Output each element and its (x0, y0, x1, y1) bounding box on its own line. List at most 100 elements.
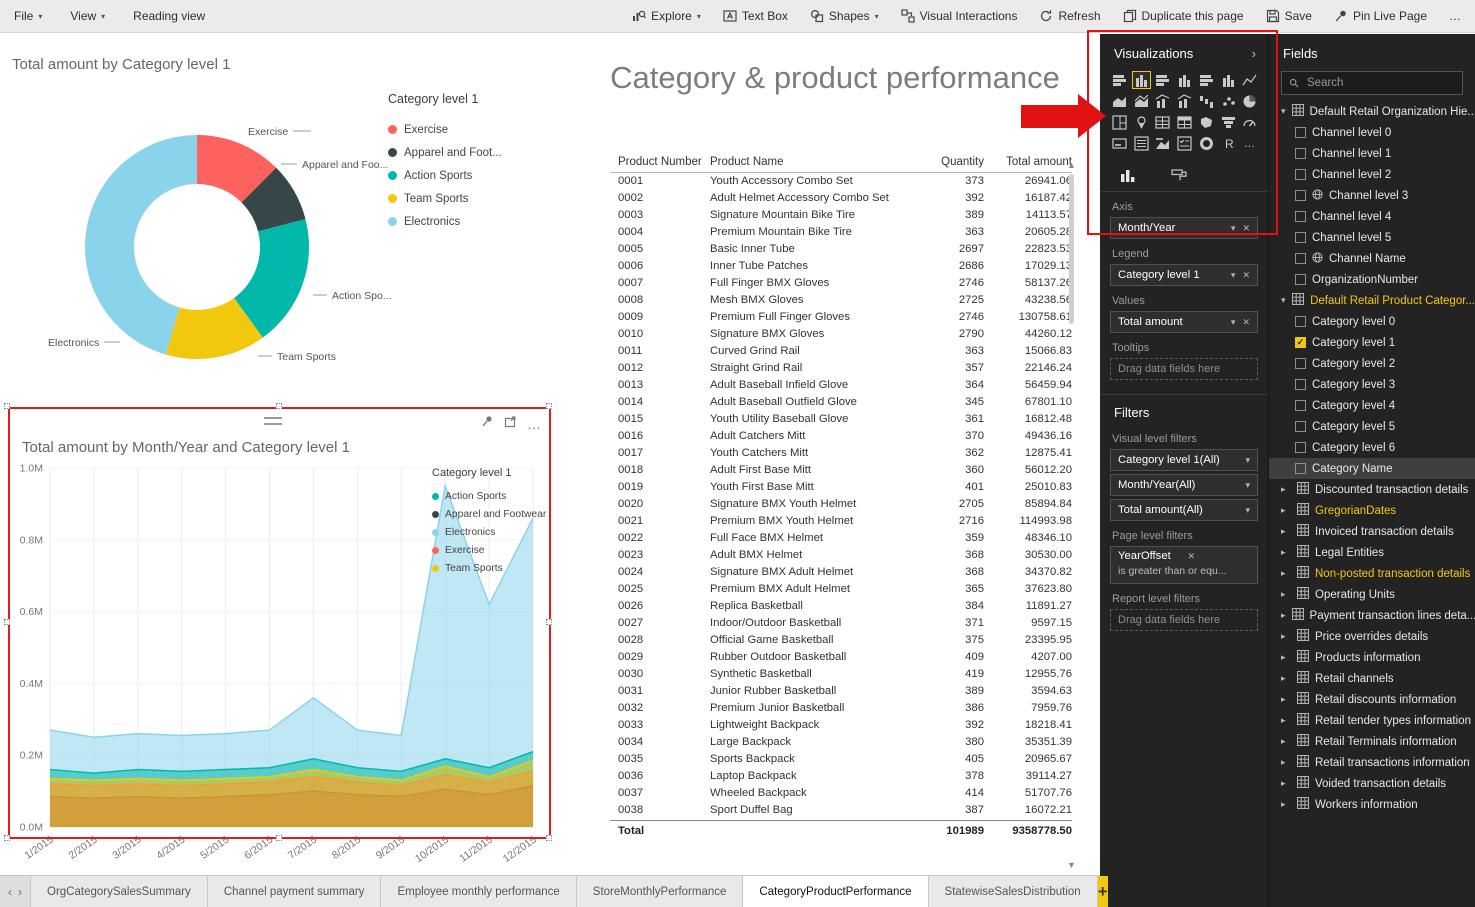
stacked-area-chart-icon[interactable] (1132, 92, 1151, 110)
r-script-chart-icon[interactable]: R (1219, 134, 1238, 152)
legend-item[interactable]: Action Sports (432, 487, 550, 505)
pin-visual-icon[interactable] (481, 415, 494, 433)
field-checkbox[interactable] (1295, 379, 1306, 390)
legend-item[interactable]: Action Sports (388, 164, 558, 187)
empty-filter-well[interactable]: Drag data fields here (1110, 609, 1258, 631)
fields-search[interactable] (1281, 71, 1463, 95)
toolbar-explore[interactable]: Explore ▾ (632, 9, 701, 23)
toolbar-duplicate-this-page[interactable]: Duplicate this page (1123, 9, 1244, 23)
chevron-collapsed-icon[interactable]: ▸ (1281, 589, 1286, 599)
field-checkbox[interactable] (1295, 127, 1306, 138)
chevron-collapsed-icon[interactable]: ▸ (1281, 715, 1286, 725)
toolbar-refresh[interactable]: Refresh (1039, 9, 1101, 23)
table-row[interactable]: 0023 Adult BMX Helmet 368 30530.00 (618, 549, 1072, 561)
fields-table-row[interactable]: ▸ Products information (1281, 650, 1421, 664)
table-visual[interactable]: Product Number Product Name Quantity Total … (610, 156, 1072, 840)
field-checkbox[interactable] (1295, 190, 1306, 201)
chevron-collapsed-icon[interactable]: ▸ (1281, 526, 1286, 536)
resize-handle[interactable] (276, 403, 282, 409)
chevron-collapsed-icon[interactable]: ▸ (1281, 694, 1286, 704)
fields-table-row[interactable]: ▸ Workers information (1281, 797, 1418, 811)
collapse-pane-icon[interactable]: › (1251, 46, 1256, 61)
legend-item[interactable]: Apparel and Footwear (432, 505, 550, 523)
field-checkbox[interactable] (1295, 232, 1306, 243)
chevron-collapsed-icon[interactable]: ▸ (1281, 610, 1286, 620)
empty-well[interactable]: Drag data fields here (1110, 358, 1258, 380)
chevron-collapsed-icon[interactable]: ▸ (1281, 631, 1286, 641)
page-tab[interactable]: OrgCategorySalesSummary (30, 876, 208, 907)
scatter-chart-icon[interactable] (1219, 92, 1238, 110)
visual-options-icon[interactable]: … (527, 416, 541, 432)
resize-handle[interactable] (4, 619, 10, 625)
legend-item[interactable]: Exercise (388, 118, 558, 141)
100-stacked-column-chart-icon[interactable] (1219, 71, 1238, 89)
prev-page-icon[interactable]: ‹ (8, 884, 12, 899)
fields-field-row[interactable]: Category level 5 (1269, 416, 1475, 437)
line-chart-icon[interactable] (1240, 71, 1259, 89)
chevron-collapsed-icon[interactable]: ▸ (1281, 673, 1286, 683)
table-row[interactable]: 0038 Sport Duffel Bag 387 16072.21 (618, 804, 1072, 816)
field-checkbox[interactable] (1295, 211, 1306, 222)
chevron-down-icon[interactable]: ▾ (1230, 269, 1236, 280)
table-row[interactable]: 0019 Youth First Base Mitt 401 25010.83 (618, 481, 1072, 493)
table-row[interactable]: 0002 Adult Helmet Accessory Combo Set 392 1… (618, 192, 1072, 204)
format-mode-icon[interactable] (1171, 168, 1188, 183)
treemap-chart-icon[interactable] (1110, 113, 1129, 131)
chevron-down-icon[interactable]: ▾ (1245, 454, 1250, 465)
chevron-collapsed-icon[interactable]: ▸ (1281, 547, 1286, 557)
stacked-bar-chart-icon[interactable] (1110, 71, 1129, 89)
resize-handle[interactable] (4, 835, 10, 841)
chevron-down-icon[interactable]: ▾ (1230, 222, 1236, 233)
toolbar-pin-live-page[interactable]: Pin Live Page (1334, 9, 1427, 23)
slicer-chart-icon[interactable] (1175, 134, 1194, 152)
resize-handle[interactable] (546, 835, 552, 841)
funnel-chart-icon[interactable] (1219, 113, 1238, 131)
fields-table-row[interactable]: ▸ Retail Terminals information (1281, 734, 1457, 748)
chevron-down-icon[interactable]: ▾ (1245, 504, 1250, 515)
toolbar-save[interactable]: Save (1266, 9, 1312, 23)
legend-item[interactable]: Exercise (432, 541, 550, 559)
column-header[interactable]: Quantity (941, 156, 984, 168)
map-chart-icon[interactable] (1132, 113, 1151, 131)
field-checkbox[interactable] (1295, 358, 1306, 369)
table-row[interactable]: 0004 Premium Mountain Bike Tire 363 20605.2… (618, 226, 1072, 238)
fields-field-row[interactable]: OrganizationNumber (1269, 269, 1475, 290)
scroll-up-icon[interactable]: ▲ (1067, 160, 1076, 170)
fields-field-row[interactable]: Channel level 3 (1269, 185, 1475, 206)
table-row[interactable]: 0025 Premium BMX Adult Helmet 365 37623.80 (618, 583, 1072, 595)
scroll-down-icon[interactable]: ▼ (1067, 860, 1076, 870)
legend-item[interactable]: Team Sports (388, 187, 558, 210)
field-checkbox[interactable] (1295, 253, 1306, 264)
donut-slice[interactable] (84, 135, 197, 355)
table-row[interactable]: 0022 Full Face BMX Helmet 359 48346.10 (618, 532, 1072, 544)
fields-table-row[interactable]: ▸ Legal Entities (1281, 545, 1385, 559)
drag-handle-icon[interactable] (264, 417, 282, 425)
multi-row-card-chart-icon[interactable] (1132, 134, 1151, 152)
fields-table-row[interactable]: ▸ Voided transaction details (1281, 776, 1447, 790)
fields-table-row[interactable]: ▸ Retail tender types information (1281, 713, 1471, 727)
legend-item[interactable]: Electronics (388, 210, 558, 233)
waterfall-chart-icon[interactable] (1197, 92, 1216, 110)
field-checkbox[interactable] (1295, 421, 1306, 432)
field-checkbox[interactable] (1295, 169, 1306, 180)
focus-mode-icon[interactable] (504, 415, 517, 433)
filled-map-chart-icon[interactable] (1197, 113, 1216, 131)
chevron-expanded-icon[interactable]: ▾ (1281, 106, 1286, 116)
toolbar-text-box[interactable]: Text Box (723, 9, 788, 23)
page-tab[interactable]: CategoryProductPerformance (743, 876, 929, 907)
fields-field-row[interactable]: Channel level 2 (1269, 164, 1475, 185)
fields-field-row[interactable]: Channel level 1 (1269, 143, 1475, 164)
fields-field-row[interactable]: Category level 4 (1269, 395, 1475, 416)
table-row[interactable]: 0021 Premium BMX Youth Helmet 2716 114993.9… (618, 515, 1072, 527)
toolbar-reading-view[interactable]: Reading view (133, 9, 206, 23)
table-row[interactable]: 0018 Adult First Base Mitt 360 56012.20 (618, 464, 1072, 476)
fields-field-row[interactable]: Category Name (1269, 458, 1475, 479)
field-checkbox[interactable] (1295, 316, 1306, 327)
area-chart[interactable]: 0.0M 0.2M 0.4M 0.6M 0.8M 1.0M 1/2015 2/2015 3/20… (8, 459, 551, 877)
line-stacked-column-chart-icon[interactable] (1175, 92, 1194, 110)
legend-item[interactable]: Team Sports (432, 559, 550, 577)
table-row[interactable]: 0028 Official Game Basketball 375 23395.95 (618, 634, 1072, 646)
table-row[interactable]: 0037 Wheeled Backpack 414 51707.76 (618, 787, 1072, 799)
filter-chip[interactable]: Total amount(All) ▾ (1110, 499, 1258, 521)
field-checkbox[interactable] (1295, 400, 1306, 411)
